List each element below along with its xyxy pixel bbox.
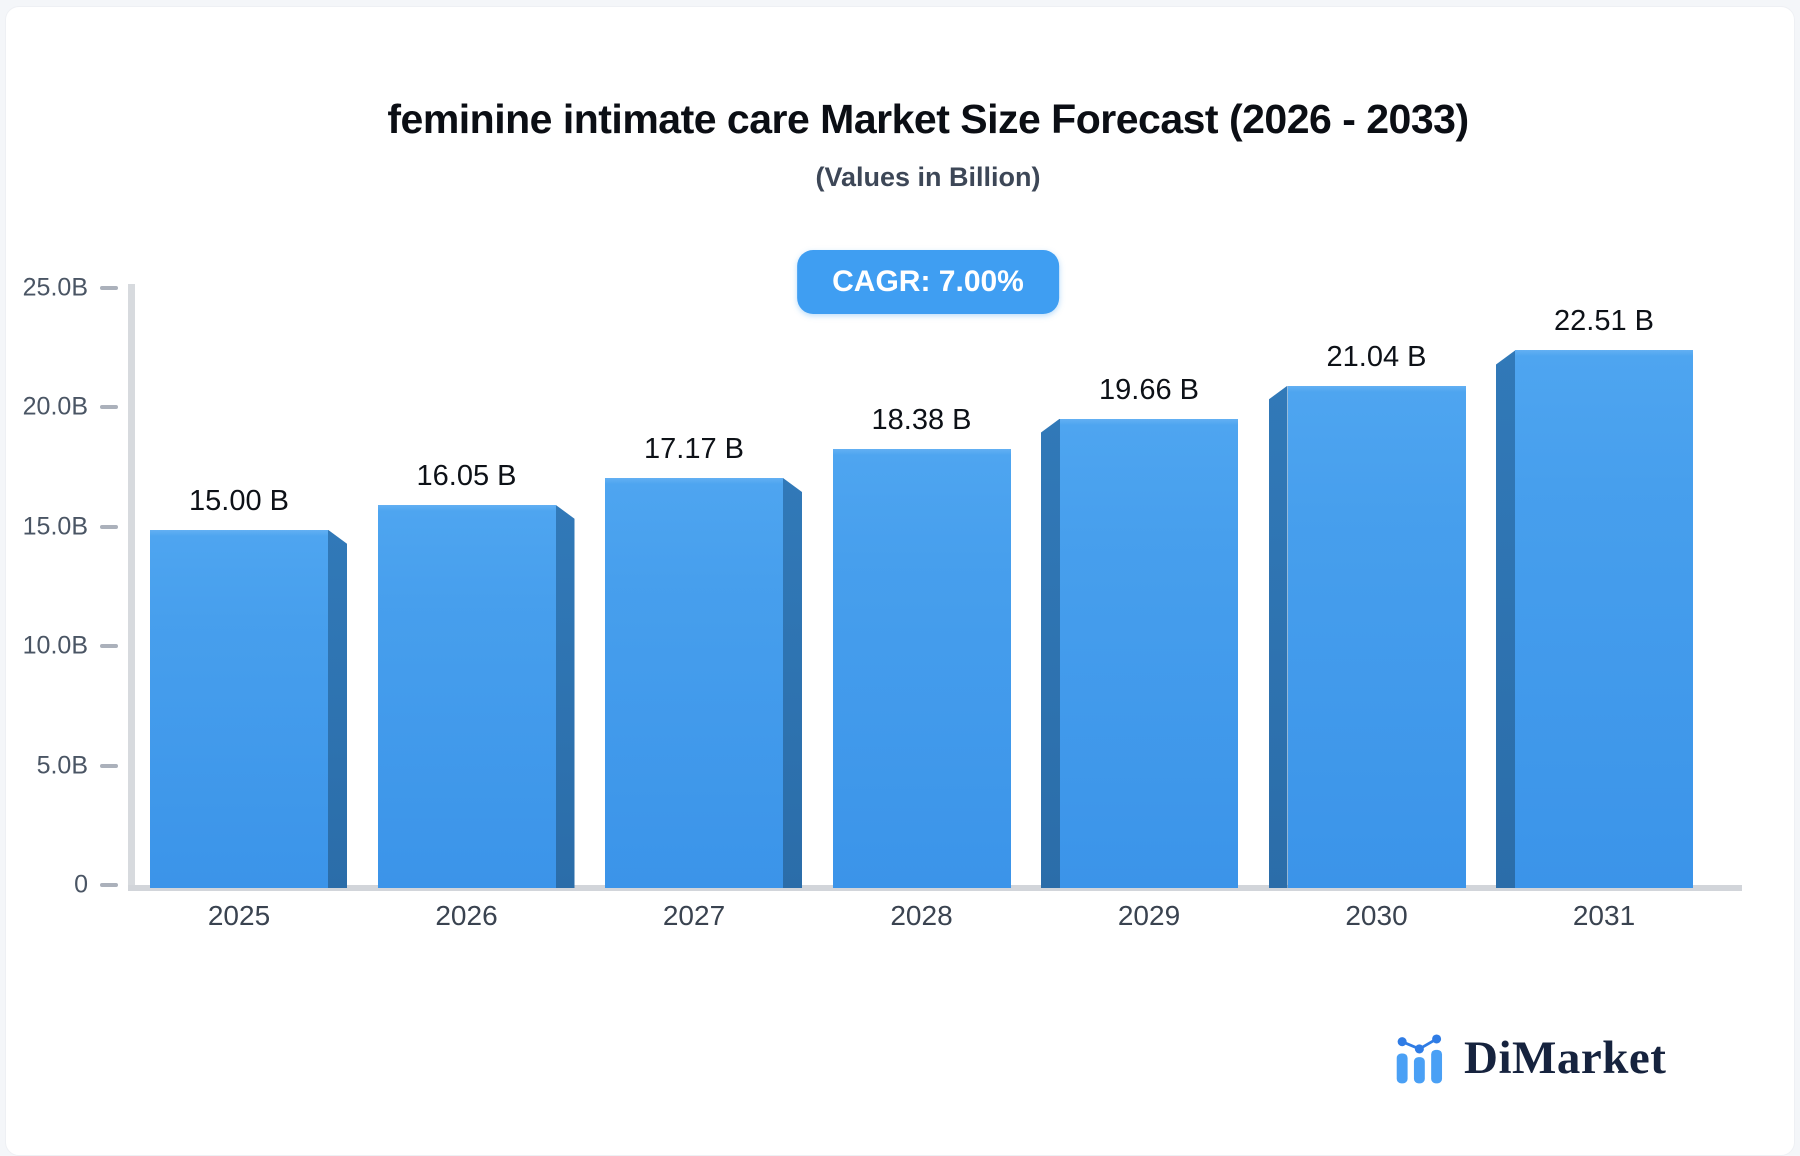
bar-2031[interactable] (1515, 350, 1693, 888)
bar-value-label: 22.51 B (1554, 305, 1654, 338)
chart-title: feminine intimate care Market Size Forec… (387, 96, 1469, 142)
y-axis-line (128, 284, 135, 889)
bar-value-label: 19.66 B (1099, 373, 1199, 406)
brand-wordmark: DiMarket (1464, 1032, 1667, 1084)
bar-2025[interactable] (150, 529, 328, 888)
y-axis-tick-mark (100, 644, 118, 649)
y-axis-tick-label: 10.0B (22, 631, 88, 660)
bar-3d-side-2029 (1041, 418, 1060, 888)
y-axis-tick-label: 15.0B (22, 512, 88, 541)
brand-logo: DiMarket (1394, 1028, 1666, 1088)
x-axis-baseline (128, 885, 1742, 891)
bar-2026[interactable] (377, 504, 556, 888)
bar-value-label: 21.04 B (1326, 340, 1427, 373)
y-axis-tick-label: 20.0B (22, 392, 88, 421)
x-axis-label-2029: 2029 (1117, 900, 1181, 931)
x-axis-label-2030: 2030 (1345, 900, 1408, 931)
bar-3d-side-2030 (1268, 385, 1288, 888)
bar-2029[interactable] (1060, 418, 1238, 888)
y-axis-tick-mark (100, 524, 118, 529)
y-axis-tick-mark (100, 286, 118, 290)
bar-value-label: 17.17 B (644, 432, 744, 465)
bar-3d-side-2027 (783, 477, 802, 888)
y-axis-tick-label: 5.0B (36, 751, 88, 780)
x-axis-label-2027: 2027 (662, 900, 726, 931)
bar-value-label: 16.05 B (416, 459, 517, 492)
x-axis-label-2031: 2031 (1572, 900, 1636, 931)
y-axis-tick-label: 0 (74, 870, 88, 899)
x-axis-label-2026: 2026 (435, 900, 498, 931)
chart-subtitle: (Values in Billion) (815, 162, 1041, 192)
y-axis-tick-mark (100, 405, 118, 410)
y-axis-tick-mark (100, 763, 118, 768)
bar-3d-side-2025 (328, 529, 347, 888)
x-axis-label-2025: 2025 (207, 900, 271, 931)
bar-value-label: 18.38 B (871, 404, 972, 437)
bar-2030[interactable] (1287, 385, 1466, 888)
y-axis-tick-mark (100, 883, 118, 887)
y-axis-tick-label: 25.0B (22, 273, 88, 302)
x-axis-label-2028: 2028 (890, 900, 953, 931)
cagr-badge: CAGR: 7.00% (797, 250, 1059, 314)
bar-3d-side-2026 (555, 504, 575, 888)
bar-3d-side-2031 (1496, 350, 1515, 888)
bar-value-label: 15.00 B (189, 484, 289, 517)
bar-2027[interactable] (605, 477, 783, 888)
bar-2028[interactable] (832, 449, 1011, 888)
bar-line-chart-icon (1396, 1034, 1443, 1084)
